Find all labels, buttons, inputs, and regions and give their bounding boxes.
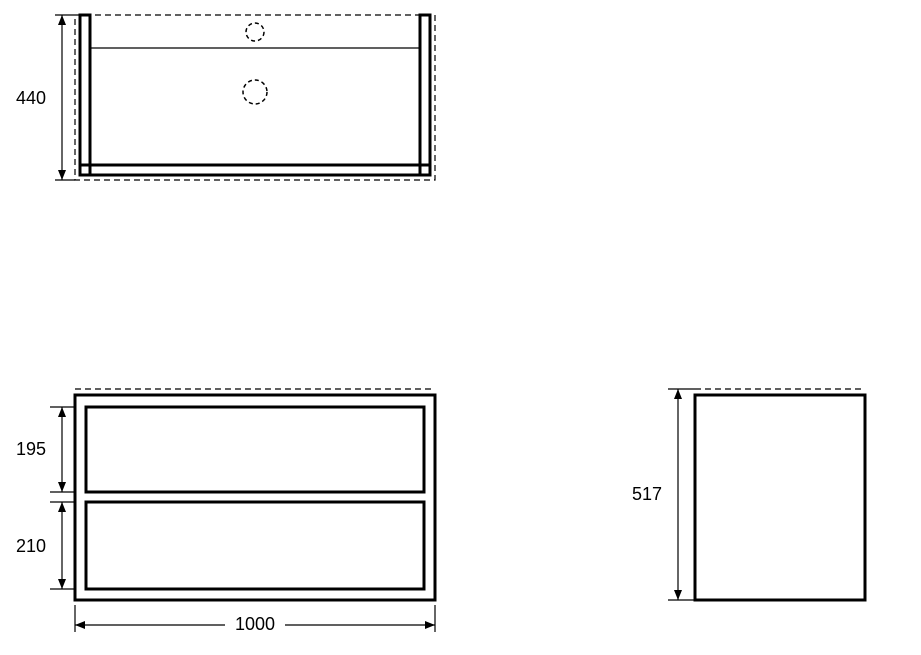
top-bottom-wall xyxy=(80,165,430,175)
side-view xyxy=(695,389,865,600)
dim-top-height-label: 440 xyxy=(16,88,46,108)
dim-drawer2-height: 210 xyxy=(16,502,75,589)
front-drawer-1 xyxy=(86,407,424,492)
drain-hole-icon xyxy=(243,80,267,104)
dim-drawer2-label: 210 xyxy=(16,536,46,556)
front-drawer-2 xyxy=(86,502,424,589)
dim-side-height-label: 517 xyxy=(632,484,662,504)
faucet-hole-icon xyxy=(246,23,264,41)
top-left-wall xyxy=(80,15,90,175)
front-outer xyxy=(75,395,435,600)
top-right-wall xyxy=(420,15,430,175)
dim-front-width: 1000 xyxy=(75,605,435,634)
dim-top-height: 440 xyxy=(16,15,75,180)
dim-width-label: 1000 xyxy=(235,614,275,634)
top-view xyxy=(75,15,435,180)
dim-side-height: 517 xyxy=(632,389,695,600)
side-outer xyxy=(695,395,865,600)
dim-drawer1-height: 195 xyxy=(16,407,75,492)
dim-drawer1-label: 195 xyxy=(16,439,46,459)
top-dashed-outline xyxy=(75,15,435,180)
front-view xyxy=(75,389,435,600)
